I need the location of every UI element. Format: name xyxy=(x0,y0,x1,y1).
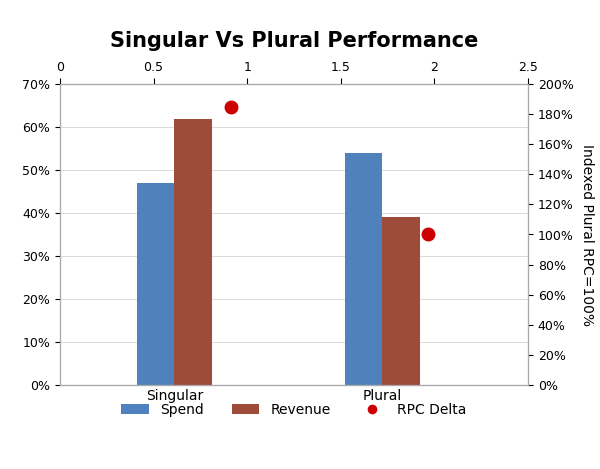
Title: Singular Vs Plural Performance: Singular Vs Plural Performance xyxy=(110,31,478,51)
Bar xyxy=(345,153,382,385)
Bar xyxy=(382,217,420,385)
Y-axis label: Indexed Plural RPC=100%: Indexed Plural RPC=100% xyxy=(580,144,595,325)
Bar xyxy=(175,119,212,385)
Bar xyxy=(137,183,175,385)
Legend: Spend, Revenue, RPC Delta: Spend, Revenue, RPC Delta xyxy=(116,398,472,423)
